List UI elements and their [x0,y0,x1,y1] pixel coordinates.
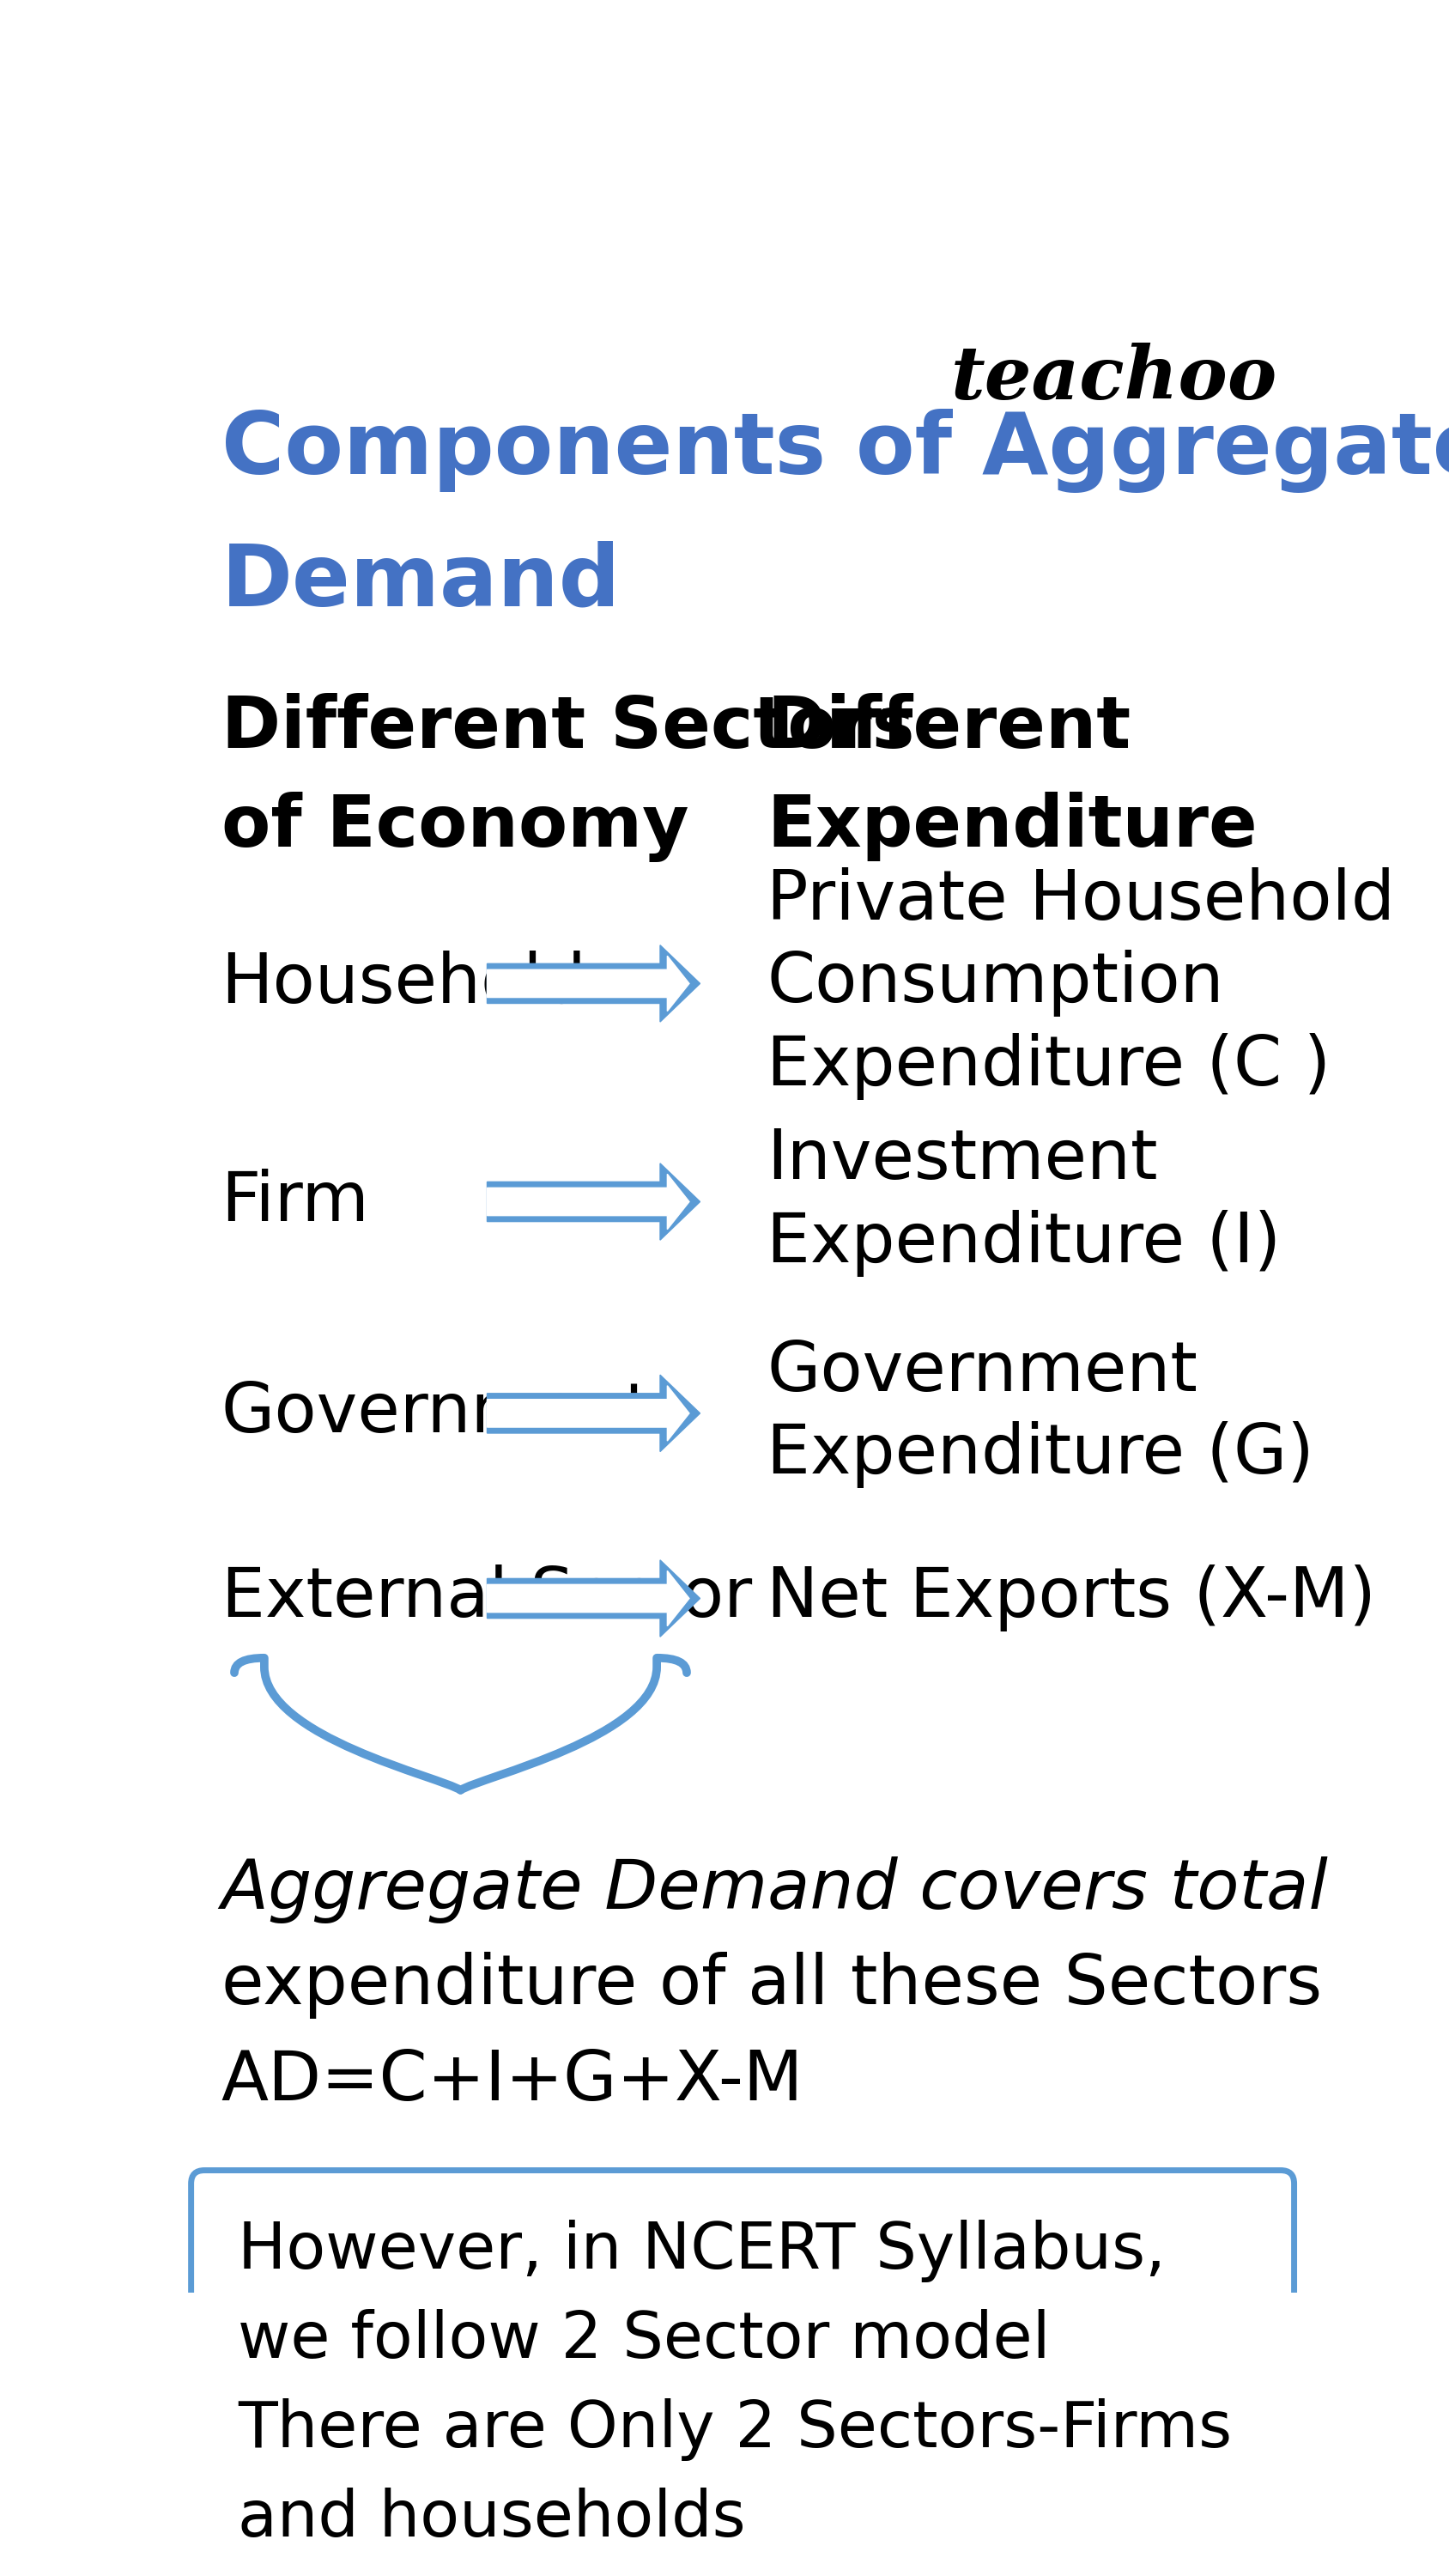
Polygon shape [487,956,690,1012]
Text: we follow 2 Sector model: we follow 2 Sector model [238,2308,1051,2372]
Text: There are Only 2 Sectors-Firms: There are Only 2 Sectors-Firms [238,2398,1232,2460]
Text: teachoo: teachoo [951,343,1278,415]
Text: of Economy: of Economy [222,791,688,863]
Text: Aggregate Demand covers total: Aggregate Demand covers total [222,1857,1329,1924]
Polygon shape [487,1571,690,1625]
Text: Expenditure (C ): Expenditure (C ) [767,1033,1330,1100]
Text: Household: Household [222,951,587,1018]
Text: Expenditure (G): Expenditure (G) [767,1422,1314,1489]
Text: AD=C+I+G+X-M: AD=C+I+G+X-M [222,2048,803,2115]
Text: Consumption: Consumption [767,951,1224,1018]
Polygon shape [487,1175,690,1229]
Text: Private Household: Private Household [767,868,1395,935]
Polygon shape [487,1386,690,1440]
Text: Government: Government [767,1340,1197,1406]
Text: Demand: Demand [222,541,620,623]
Text: and households: and households [238,2488,746,2550]
Text: Different: Different [767,693,1130,762]
Text: Components of Aggregate: Components of Aggregate [222,407,1449,492]
Text: Government: Government [222,1381,652,1448]
Polygon shape [487,1561,700,1636]
Text: External Sector: External Sector [222,1566,752,1633]
Polygon shape [487,1164,700,1239]
Text: Expenditure: Expenditure [767,791,1258,860]
Polygon shape [487,1376,700,1453]
Text: Net Exports (X-M): Net Exports (X-M) [767,1566,1377,1633]
Text: Firm: Firm [222,1170,369,1236]
Text: Investment: Investment [767,1126,1158,1193]
FancyBboxPatch shape [191,2172,1294,2576]
Text: Expenditure (I): Expenditure (I) [767,1211,1281,1278]
Text: expenditure of all these Sectors: expenditure of all these Sectors [222,1953,1321,2020]
Polygon shape [487,945,700,1023]
Text: Different Sectors: Different Sectors [222,693,914,762]
Text: However, in NCERT Syllabus,: However, in NCERT Syllabus, [238,2221,1165,2282]
